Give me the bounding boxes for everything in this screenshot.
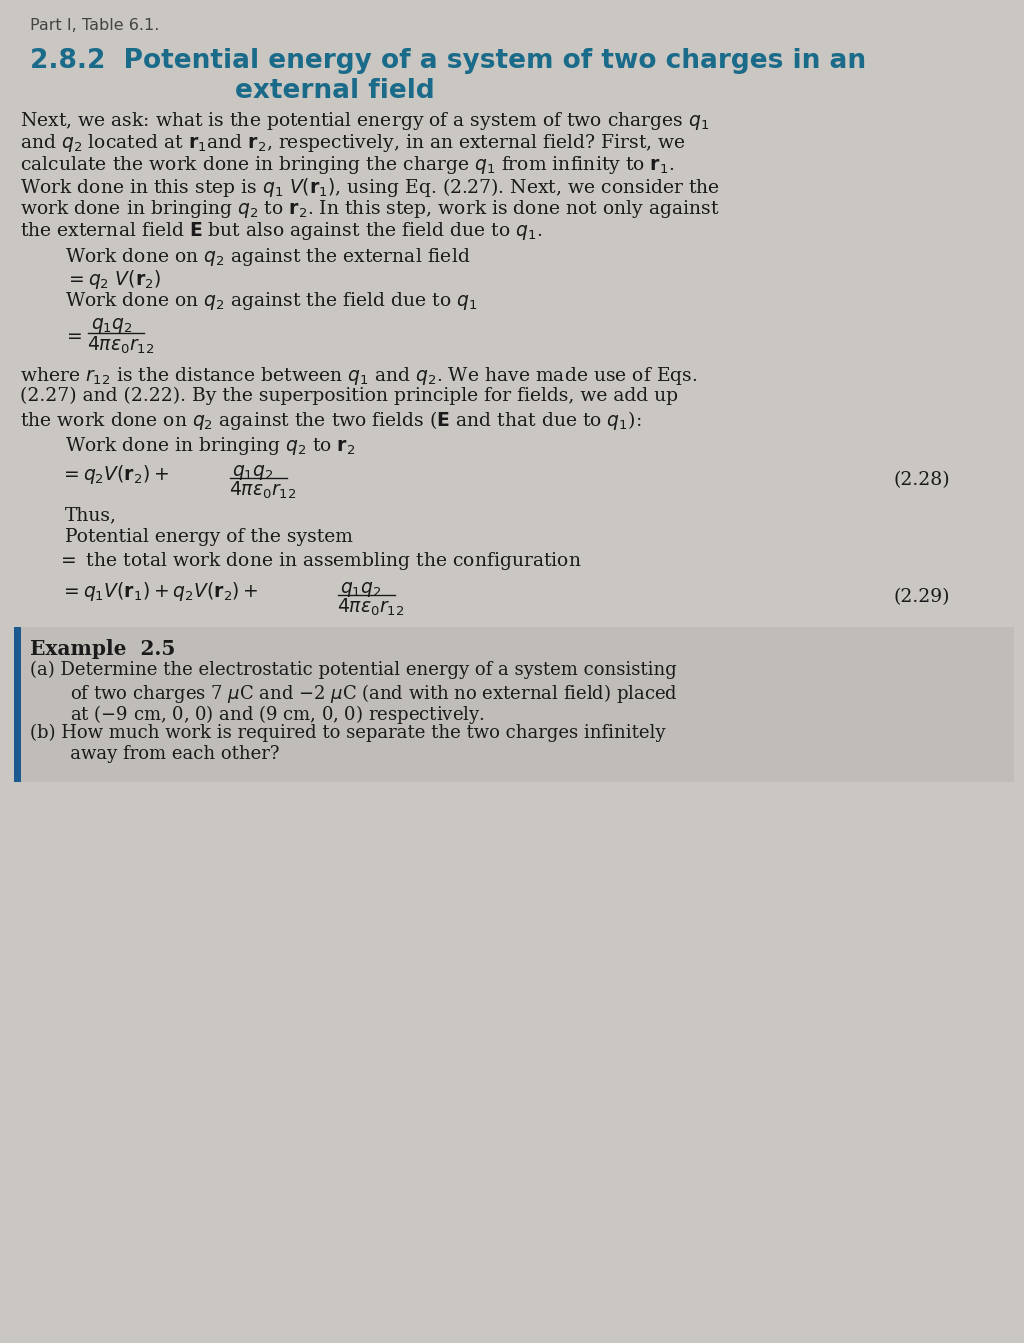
Text: $q_1 q_2$: $q_1 q_2$ — [340, 580, 382, 599]
Text: $q_1 q_2$: $q_1 q_2$ — [91, 316, 133, 334]
Text: where $r_{12}$ is the distance between $q_1$ and $q_2$. We have made use of Eqs.: where $r_{12}$ is the distance between $… — [20, 365, 697, 387]
Text: $= q_2\ V(\mathbf{r}_2)$: $= q_2\ V(\mathbf{r}_2)$ — [65, 269, 161, 291]
Text: Next, we ask: what is the potential energy of a system of two charges $q_1$: Next, we ask: what is the potential ener… — [20, 110, 710, 132]
Text: Work done on $q_2$ against the field due to $q_1$: Work done on $q_2$ against the field due… — [65, 290, 477, 312]
Text: (2.29): (2.29) — [894, 588, 950, 606]
Text: $=$: $=$ — [63, 326, 82, 344]
Text: Part I, Table 6.1.: Part I, Table 6.1. — [30, 17, 160, 34]
Text: (a) Determine the electrostatic potential energy of a system consisting: (a) Determine the electrostatic potentia… — [30, 661, 677, 680]
Text: Potential energy of the system: Potential energy of the system — [65, 528, 353, 547]
Text: $= q_1 V(\mathbf{r}_1) + q_2 V(\mathbf{r}_2) +$: $= q_1 V(\mathbf{r}_1) + q_2 V(\mathbf{r… — [60, 580, 259, 603]
Text: Work done in this step is $q_1$ $V(\mathbf{r}_1)$, using Eq. (2.27). Next, we co: Work done in this step is $q_1$ $V(\math… — [20, 176, 720, 199]
Text: away from each other?: away from each other? — [30, 745, 280, 763]
Text: (2.28): (2.28) — [893, 471, 950, 489]
Text: Work done in bringing $q_2$ to $\mathbf{r}_2$: Work done in bringing $q_2$ to $\mathbf{… — [65, 435, 355, 457]
Text: $4\pi\varepsilon_0 r_{12}$: $4\pi\varepsilon_0 r_{12}$ — [229, 479, 296, 501]
Text: $= q_2 V(\mathbf{r}_2) +$: $= q_2 V(\mathbf{r}_2) +$ — [60, 463, 169, 486]
Bar — [14, 627, 1014, 782]
Text: and $q_2$ located at $\mathbf{r}_1$and $\mathbf{r}_2$, respectively, in an exter: and $q_2$ located at $\mathbf{r}_1$and $… — [20, 132, 686, 154]
Text: (b) How much work is required to separate the two charges infinitely: (b) How much work is required to separat… — [30, 724, 666, 743]
Text: external field: external field — [234, 78, 435, 103]
Text: (2.27) and (2.22). By the superposition principle for fields, we add up: (2.27) and (2.22). By the superposition … — [20, 387, 678, 406]
Text: $4\pi\varepsilon_0 r_{12}$: $4\pi\varepsilon_0 r_{12}$ — [87, 334, 155, 356]
Text: $4\pi\varepsilon_0 r_{12}$: $4\pi\varepsilon_0 r_{12}$ — [337, 598, 404, 618]
Text: Work done on $q_2$ against the external field: Work done on $q_2$ against the external … — [65, 246, 470, 269]
Text: $=$ the total work done in assembling the configuration: $=$ the total work done in assembling th… — [57, 551, 582, 572]
Text: work done in bringing $q_2$ to $\mathbf{r}_2$. In this step, work is done not on: work done in bringing $q_2$ to $\mathbf{… — [20, 197, 720, 220]
Text: $q_1 q_2$: $q_1 q_2$ — [232, 463, 273, 482]
Text: 2.8.2  Potential energy of a system of two charges in an: 2.8.2 Potential energy of a system of tw… — [30, 48, 866, 74]
Text: Example  2.5: Example 2.5 — [30, 639, 175, 659]
Text: Thus,: Thus, — [65, 506, 117, 524]
Bar — [14, 627, 22, 782]
Text: at ($-$9 cm, 0, 0) and (9 cm, 0, 0) respectively.: at ($-$9 cm, 0, 0) and (9 cm, 0, 0) resp… — [30, 702, 484, 727]
Text: the external field $\mathbf{E}$ but also against the field due to $q_1$.: the external field $\mathbf{E}$ but also… — [20, 220, 543, 242]
Text: calculate the work done in bringing the charge $q_1$ from infinity to $\mathbf{r: calculate the work done in bringing the … — [20, 154, 675, 176]
Text: of two charges 7 $\mu$C and $-$2 $\mu$C (and with no external field) placed: of two charges 7 $\mu$C and $-$2 $\mu$C … — [30, 682, 678, 705]
Text: the work done on $q_2$ against the two fields ($\mathbf{E}$ and that due to $q_1: the work done on $q_2$ against the two f… — [20, 410, 641, 432]
